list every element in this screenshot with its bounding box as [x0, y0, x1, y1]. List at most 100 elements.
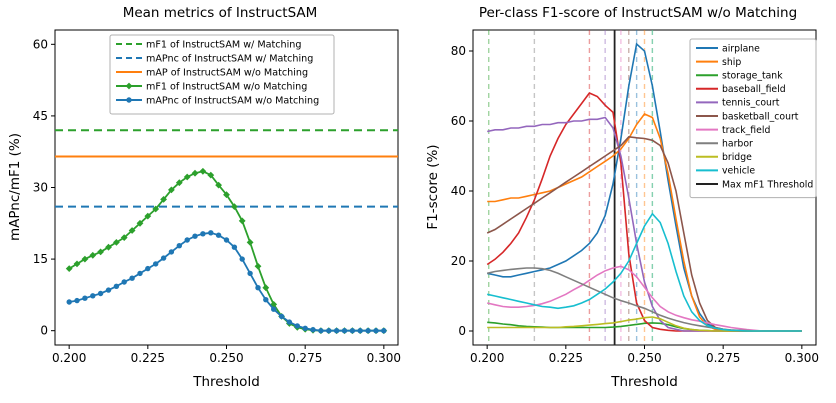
legend-label: basketball_court	[722, 111, 799, 122]
circle-marker	[373, 328, 379, 334]
diamond-marker	[73, 260, 81, 268]
legend-label: mAP of InstructSAM w/o Matching	[146, 67, 308, 78]
diamond-marker	[246, 239, 254, 246]
diamond-marker	[199, 167, 207, 175]
diamond-marker	[168, 186, 175, 194]
legend-label: mF1 of InstructSAM w/o Matching	[146, 81, 307, 92]
circle-marker	[255, 285, 261, 291]
x-axis-label-right: Threshold	[611, 374, 678, 390]
circle-marker	[326, 328, 332, 334]
legend-label: baseball_field	[722, 84, 786, 95]
series-line-track-field	[487, 265, 802, 332]
circle-marker	[176, 243, 182, 249]
circle-marker	[113, 283, 120, 289]
diamond-marker	[223, 191, 230, 199]
diamond-marker	[144, 212, 152, 220]
legend-diamond-marker	[125, 82, 133, 90]
legend-label: track_field	[722, 125, 770, 136]
x-tick-label: 0.300	[367, 351, 401, 365]
circle-marker	[168, 249, 175, 255]
y-tick-label: 60	[33, 37, 48, 51]
x-tick-label: 0.250	[209, 351, 243, 365]
diamond-marker	[175, 179, 183, 187]
legend-label: ship	[722, 57, 741, 68]
diamond-marker	[262, 284, 270, 292]
circle-marker	[333, 328, 340, 334]
y-tick-label: 20	[451, 254, 466, 268]
circle-marker	[208, 230, 214, 236]
diamond-marker	[105, 243, 112, 251]
y-tick-label: 60	[451, 114, 466, 128]
series-line-vehicle	[487, 212, 802, 332]
diamond-marker	[254, 262, 262, 270]
plot-area-right: 0.200 0.225 0.250 0.275 0.300 0 20 40 60 80 airpla…	[451, 29, 819, 365]
chart-title-right: Per-class F1-score of InstructSAM w/o Ma…	[478, 5, 798, 21]
x-tick-label: 0.200	[470, 351, 504, 365]
circle-marker	[294, 323, 300, 329]
legend-label: vehicle	[722, 166, 755, 177]
legend-label: storage_tank	[722, 71, 783, 82]
circle-marker	[145, 265, 151, 272]
circle-marker	[239, 256, 245, 262]
legend-label: mF1 of InstructSAM w/ Matching	[146, 39, 301, 50]
x-tick-label: 0.250	[627, 351, 661, 365]
per-class-f1-chart: Per-class F1-score of InstructSAM w/o Ma…	[418, 0, 836, 403]
legend-circle-marker	[126, 97, 132, 103]
legend-label: harbor	[722, 139, 753, 150]
circle-marker	[310, 327, 316, 333]
circle-marker	[349, 328, 356, 334]
x-tick-label: 0.225	[131, 351, 165, 365]
diamond-marker	[238, 217, 246, 225]
circle-marker	[97, 290, 104, 297]
circle-marker	[121, 279, 127, 285]
circle-marker	[381, 328, 387, 334]
plot-area-left: 0.200 0.225 0.250 0.275 0.300 0 15 30 45 60 mF1 of…	[33, 29, 401, 365]
y-tick-label: 0	[40, 324, 48, 338]
chart-title-left: Mean metrics of InstructSAM	[122, 5, 318, 21]
x-tick-label: 0.300	[785, 351, 819, 365]
y-tick-label: 30	[33, 181, 48, 195]
circle-marker	[90, 293, 96, 299]
diamond-marker	[152, 205, 160, 213]
circle-marker	[192, 233, 198, 239]
legend-label: bridge	[722, 152, 752, 163]
legend-label: airplane	[722, 43, 760, 54]
x-tick-label: 0.200	[52, 351, 86, 365]
diamond-marker	[160, 196, 167, 203]
circle-marker	[271, 306, 277, 312]
x-tick-label: 0.275	[706, 351, 740, 365]
y-tick-label: 15	[33, 252, 48, 266]
circle-marker	[137, 270, 143, 277]
legend-label: mAPnc of InstructSAM w/o Matching	[146, 95, 319, 106]
diamond-marker	[231, 203, 238, 210]
circle-marker	[286, 319, 293, 325]
y-tick-label: 80	[451, 44, 466, 58]
y-tick-label: 40	[451, 184, 466, 198]
circle-marker	[318, 328, 324, 334]
circle-marker	[231, 244, 238, 250]
legend-label: Max mF1 Threshold	[722, 179, 813, 190]
circle-marker	[302, 325, 308, 331]
x-axis-label-left: Threshold	[193, 374, 260, 390]
diamond-marker	[120, 234, 128, 241]
diamond-marker	[128, 227, 136, 234]
circle-marker	[184, 237, 190, 243]
circle-marker	[278, 313, 285, 320]
circle-marker	[341, 328, 348, 334]
circle-marker	[215, 232, 222, 238]
series-line-mapnc-of-instructsam-w-o-matching	[69, 231, 384, 332]
legend-box	[109, 34, 335, 115]
diamond-marker	[97, 248, 104, 256]
circle-marker	[263, 297, 269, 303]
circle-marker	[160, 255, 167, 261]
legend-label: mAPnc of InstructSAM w/ Matching	[146, 53, 313, 64]
diamond-marker	[207, 171, 215, 179]
circle-marker	[74, 297, 80, 304]
diamond-marker	[215, 181, 222, 189]
diamond-marker	[65, 265, 73, 272]
diamond-marker	[89, 251, 97, 259]
circle-marker	[365, 328, 371, 334]
circle-marker	[357, 328, 363, 334]
x-tick-label: 0.225	[549, 351, 583, 365]
